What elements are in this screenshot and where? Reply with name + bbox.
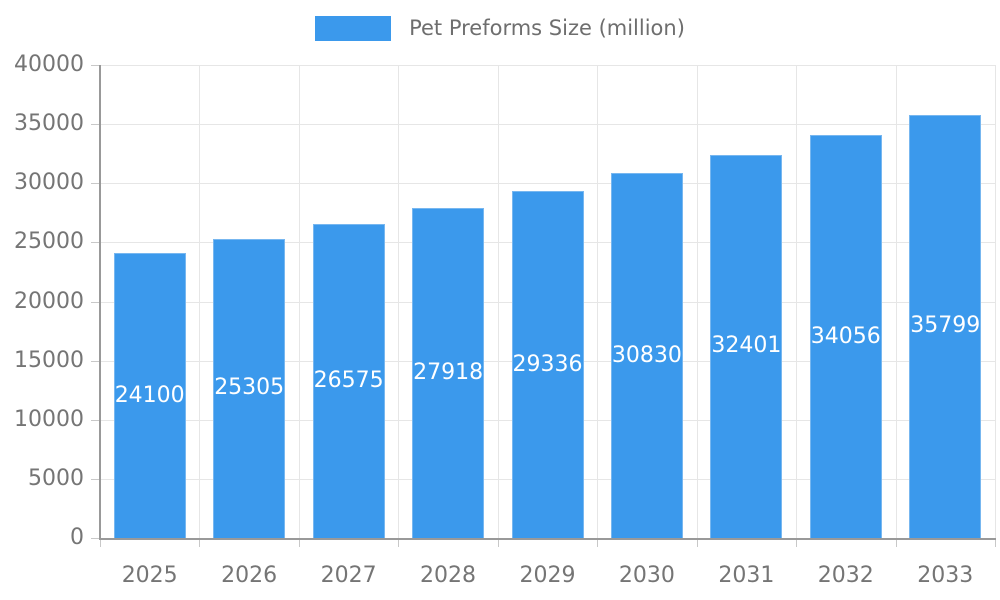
bar-value-label: 30830: [611, 342, 682, 368]
legend-item[interactable]: Pet Preforms Size (million): [315, 14, 685, 42]
gridline-vertical: [796, 65, 797, 538]
x-axis-tick: [100, 540, 101, 547]
bar-value-label: 32401: [711, 333, 782, 359]
y-axis-tick-label: 40000: [14, 52, 84, 77]
gridline-vertical: [597, 65, 598, 538]
x-axis-tick-label: 2032: [817, 563, 874, 588]
bar: [511, 191, 584, 538]
y-axis-tick-label: 25000: [14, 229, 84, 254]
y-axis-tick-label: 15000: [14, 348, 84, 373]
x-axis-tick: [896, 540, 897, 547]
y-axis-tick: [91, 302, 99, 303]
bar-value-label: 25305: [214, 375, 285, 401]
gridline-horizontal: [100, 183, 995, 184]
y-axis-tick-label: 20000: [14, 289, 84, 314]
gridline-vertical: [498, 65, 499, 538]
bar: [809, 135, 882, 538]
gridline-vertical: [697, 65, 698, 538]
x-axis-tick: [398, 540, 399, 547]
legend-label: Pet Preforms Size (million): [409, 16, 685, 40]
y-axis-tick: [91, 124, 99, 125]
bar-value-label: 26575: [313, 367, 384, 393]
y-axis-tick: [91, 361, 99, 362]
x-axis-tick: [498, 540, 499, 547]
y-axis-tick-label: 0: [70, 525, 84, 550]
x-axis-tick-label: 2026: [221, 563, 278, 588]
y-axis-tick-label: 30000: [14, 170, 84, 195]
x-axis-tick: [995, 540, 996, 547]
x-axis-tick-label: 2029: [519, 563, 576, 588]
y-axis-tick: [91, 420, 99, 421]
bar-value-label: 27918: [413, 359, 484, 385]
y-axis-tick: [91, 538, 99, 539]
x-axis-tick-label: 2027: [320, 563, 377, 588]
x-axis-tick-label: 2031: [718, 563, 775, 588]
gridline-vertical: [896, 65, 897, 538]
x-axis-tick: [299, 540, 300, 547]
x-axis-tick: [796, 540, 797, 547]
y-axis-tick-label: 35000: [14, 111, 84, 136]
bar-value-label: 35799: [910, 313, 981, 339]
legend: Pet Preforms Size (million): [0, 14, 1000, 42]
bar: [610, 173, 683, 538]
gridline-horizontal: [100, 65, 995, 66]
bar: [909, 114, 982, 538]
gridline-vertical: [398, 65, 399, 538]
x-axis-tick-label: 2025: [121, 563, 178, 588]
bar: [710, 154, 783, 538]
bar: [113, 253, 186, 538]
bar-value-label: 34056: [810, 323, 881, 349]
x-axis-line: [99, 538, 996, 540]
y-axis-line: [99, 65, 101, 540]
x-axis-tick-label: 2028: [419, 563, 476, 588]
gridline-vertical: [199, 65, 200, 538]
bar-value-label: 29336: [512, 351, 583, 377]
y-axis-tick: [91, 65, 99, 66]
x-axis-tick-label: 2030: [618, 563, 675, 588]
gridline-vertical: [995, 65, 996, 538]
x-axis-tick-label: 2033: [917, 563, 974, 588]
bar: [213, 238, 286, 538]
y-axis-tick: [91, 242, 99, 243]
y-axis-tick: [91, 479, 99, 480]
bar: [312, 223, 385, 538]
x-axis-tick: [199, 540, 200, 547]
x-axis-tick: [697, 540, 698, 547]
y-axis-tick-label: 5000: [28, 466, 84, 491]
legend-swatch: [315, 15, 392, 41]
y-axis-tick-label: 10000: [14, 407, 84, 432]
bar-value-label: 24100: [114, 382, 185, 408]
y-axis-tick: [91, 183, 99, 184]
gridline-vertical: [299, 65, 300, 538]
bar: [412, 207, 485, 538]
x-axis-tick: [597, 540, 598, 547]
gridline-horizontal: [100, 124, 995, 125]
